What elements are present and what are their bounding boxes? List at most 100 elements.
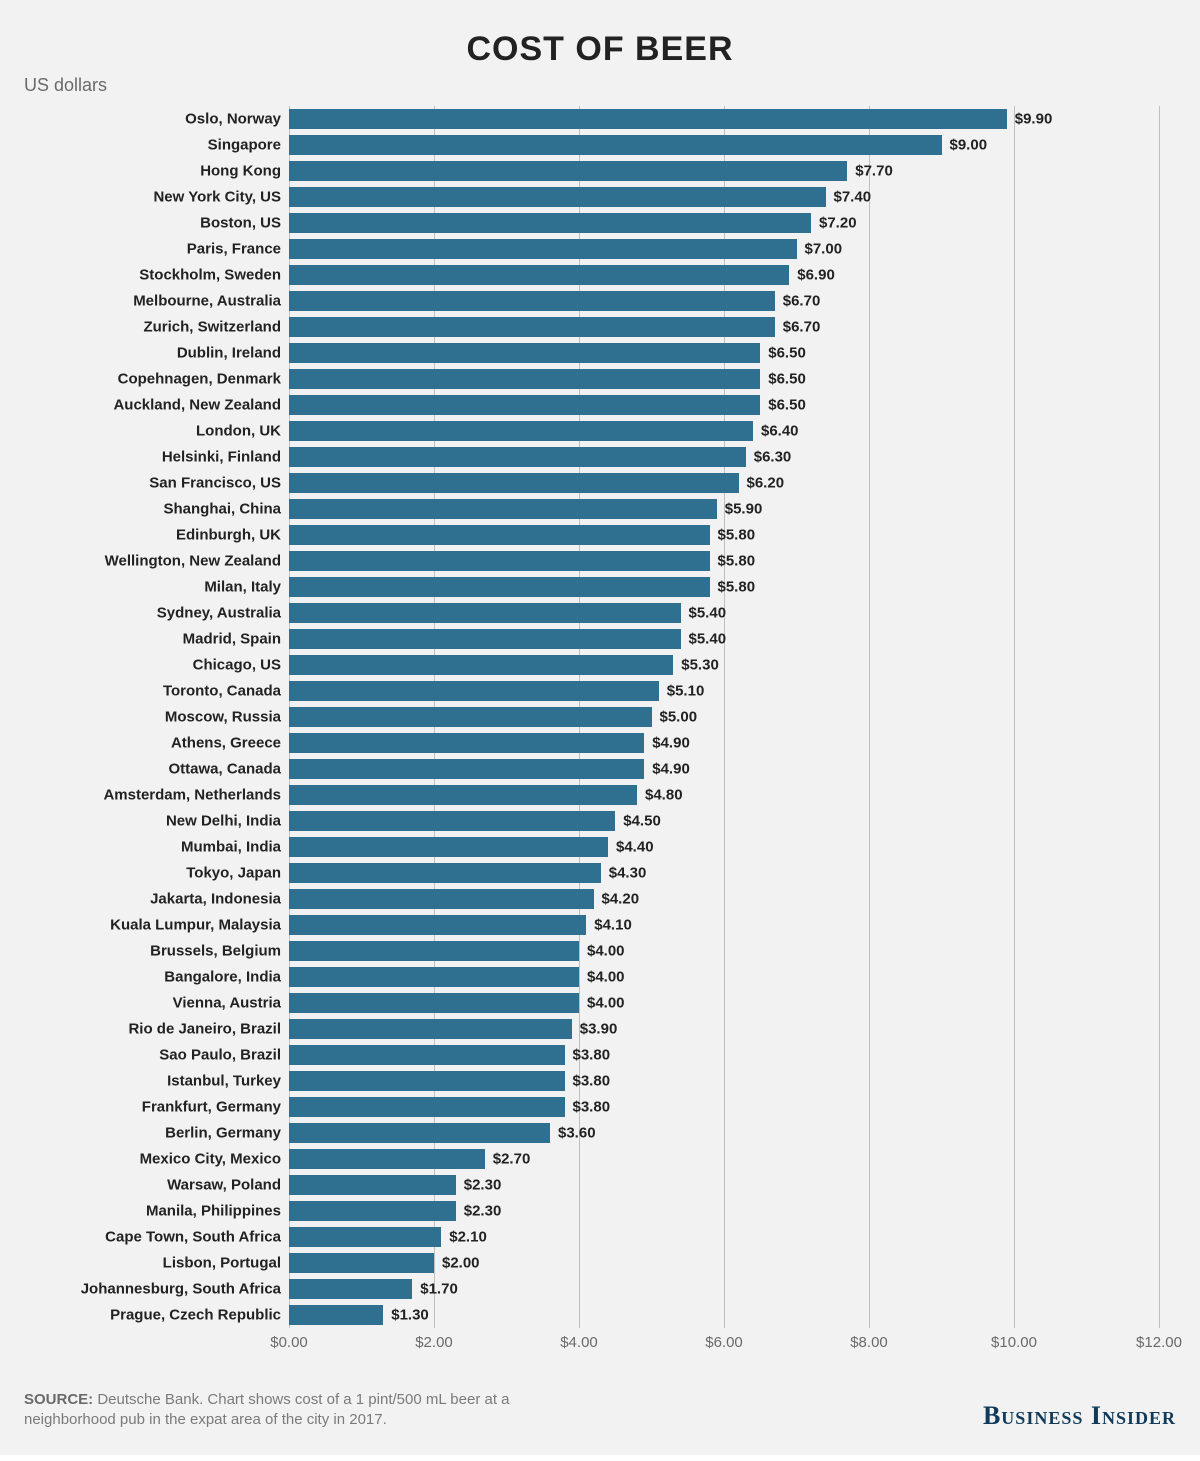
bars-layer: Oslo, Norway$9.90Singapore$9.00Hong Kong… (289, 106, 1159, 1328)
bar-value: $5.10 (667, 683, 705, 700)
bar-value: $1.70 (420, 1281, 458, 1298)
bar-row: Lisbon, Portugal$2.00 (289, 1250, 1159, 1276)
bar-row: Ottawa, Canada$4.90 (289, 756, 1159, 782)
bar-row: Zurich, Switzerland$6.70 (289, 314, 1159, 340)
bar-label: Milan, Italy (16, 579, 289, 596)
bar-label: Brussels, Belgium (16, 943, 289, 960)
bar-value: $7.40 (834, 189, 872, 206)
bar (289, 733, 644, 753)
bar (289, 1149, 485, 1169)
bar-label: London, UK (16, 423, 289, 440)
bar-row: Chicago, US$5.30 (289, 652, 1159, 678)
bar-row: Madrid, Spain$5.40 (289, 626, 1159, 652)
bar-label: Stockholm, Sweden (16, 267, 289, 284)
x-tick: $6.00 (705, 1334, 743, 1351)
bar-row: Shanghai, China$5.90 (289, 496, 1159, 522)
bar (289, 1253, 434, 1273)
bar-value: $5.80 (718, 527, 756, 544)
bar-row: Moscow, Russia$5.00 (289, 704, 1159, 730)
bar-row: Brussels, Belgium$4.00 (289, 938, 1159, 964)
bar-value: $2.70 (493, 1151, 531, 1168)
bar-row: Singapore$9.00 (289, 132, 1159, 158)
bar-value: $4.90 (652, 761, 690, 778)
bar-row: Copehnagen, Denmark$6.50 (289, 366, 1159, 392)
bar-value: $6.50 (768, 345, 806, 362)
bar (289, 265, 789, 285)
x-tick: $0.00 (270, 1334, 308, 1351)
bar (289, 915, 586, 935)
bar-row: Amsterdam, Netherlands$4.80 (289, 782, 1159, 808)
bar-row: Athens, Greece$4.90 (289, 730, 1159, 756)
bar-value: $6.90 (797, 267, 835, 284)
bar-label: Copehnagen, Denmark (16, 371, 289, 388)
bar-row: Hong Kong$7.70 (289, 158, 1159, 184)
x-tick: $2.00 (415, 1334, 453, 1351)
page: COST OF BEER US dollars Oslo, Norway$9.9… (0, 0, 1200, 1455)
source-text: Deutsche Bank. Chart shows cost of a 1 p… (24, 1391, 510, 1428)
bar-row: Oslo, Norway$9.90 (289, 106, 1159, 132)
bar-label: Johannesburg, South Africa (16, 1281, 289, 1298)
bar-row: Mexico City, Mexico$2.70 (289, 1146, 1159, 1172)
bar (289, 1019, 572, 1039)
bar (289, 1279, 412, 1299)
bar (289, 967, 579, 987)
bar-label: Sydney, Australia (16, 605, 289, 622)
bar-label: Singapore (16, 137, 289, 154)
bar (289, 1201, 456, 1221)
bar-value: $6.30 (754, 449, 792, 466)
bar (289, 1227, 441, 1247)
bar-value: $4.50 (623, 813, 661, 830)
bar-label: Frankfurt, Germany (16, 1099, 289, 1116)
bar-label: New York City, US (16, 189, 289, 206)
bar-row: Jakarta, Indonesia$4.20 (289, 886, 1159, 912)
bar (289, 343, 760, 363)
bar (289, 655, 673, 675)
bar-label: Manila, Philippines (16, 1203, 289, 1220)
bar-label: Mumbai, India (16, 839, 289, 856)
bar-row: Rio de Janeiro, Brazil$3.90 (289, 1016, 1159, 1042)
bar-row: Edinburgh, UK$5.80 (289, 522, 1159, 548)
bar-value: $5.80 (718, 553, 756, 570)
bar-value: $4.90 (652, 735, 690, 752)
bar-value: $1.30 (391, 1307, 429, 1324)
chart-title: COST OF BEER (18, 30, 1182, 69)
publisher-logo: Business Insider (983, 1401, 1176, 1431)
bar (289, 161, 847, 181)
bar (289, 681, 659, 701)
bar-value: $6.50 (768, 397, 806, 414)
bar-value: $6.40 (761, 423, 799, 440)
bar-row: New Delhi, India$4.50 (289, 808, 1159, 834)
bar-label: Chicago, US (16, 657, 289, 674)
bar (289, 1175, 456, 1195)
bar-label: Shanghai, China (16, 501, 289, 518)
bar (289, 1045, 565, 1065)
bar-row: San Francisco, US$6.20 (289, 470, 1159, 496)
bar (289, 109, 1007, 129)
bar-value: $9.90 (1015, 111, 1053, 128)
bar-row: Auckland, New Zealand$6.50 (289, 392, 1159, 418)
bar-row: Prague, Czech Republic$1.30 (289, 1302, 1159, 1328)
bar-label: Sao Paulo, Brazil (16, 1047, 289, 1064)
bar-row: Johannesburg, South Africa$1.70 (289, 1276, 1159, 1302)
bar (289, 837, 608, 857)
bar-label: Paris, France (16, 241, 289, 258)
bar-row: Istanbul, Turkey$3.80 (289, 1068, 1159, 1094)
x-tick: $10.00 (991, 1334, 1037, 1351)
bar-value: $6.70 (783, 293, 821, 310)
plot-area: Oslo, Norway$9.90Singapore$9.00Hong Kong… (289, 106, 1159, 1328)
bar-row: Warsaw, Poland$2.30 (289, 1172, 1159, 1198)
bar-label: Oslo, Norway (16, 111, 289, 128)
bar-label: Lisbon, Portugal (16, 1255, 289, 1272)
bar-label: Prague, Czech Republic (16, 1307, 289, 1324)
bar-row: Vienna, Austria$4.00 (289, 990, 1159, 1016)
bar-value: $3.90 (580, 1021, 618, 1038)
bar-label: Hong Kong (16, 163, 289, 180)
bar (289, 603, 681, 623)
bar (289, 213, 811, 233)
bar (289, 707, 652, 727)
bar-row: New York City, US$7.40 (289, 184, 1159, 210)
x-axis: $0.00$2.00$4.00$6.00$8.00$10.00$12.00 (289, 1328, 1159, 1360)
bar-value: $5.40 (689, 605, 727, 622)
bar-label: Amsterdam, Netherlands (16, 787, 289, 804)
gridline (1159, 106, 1160, 1328)
